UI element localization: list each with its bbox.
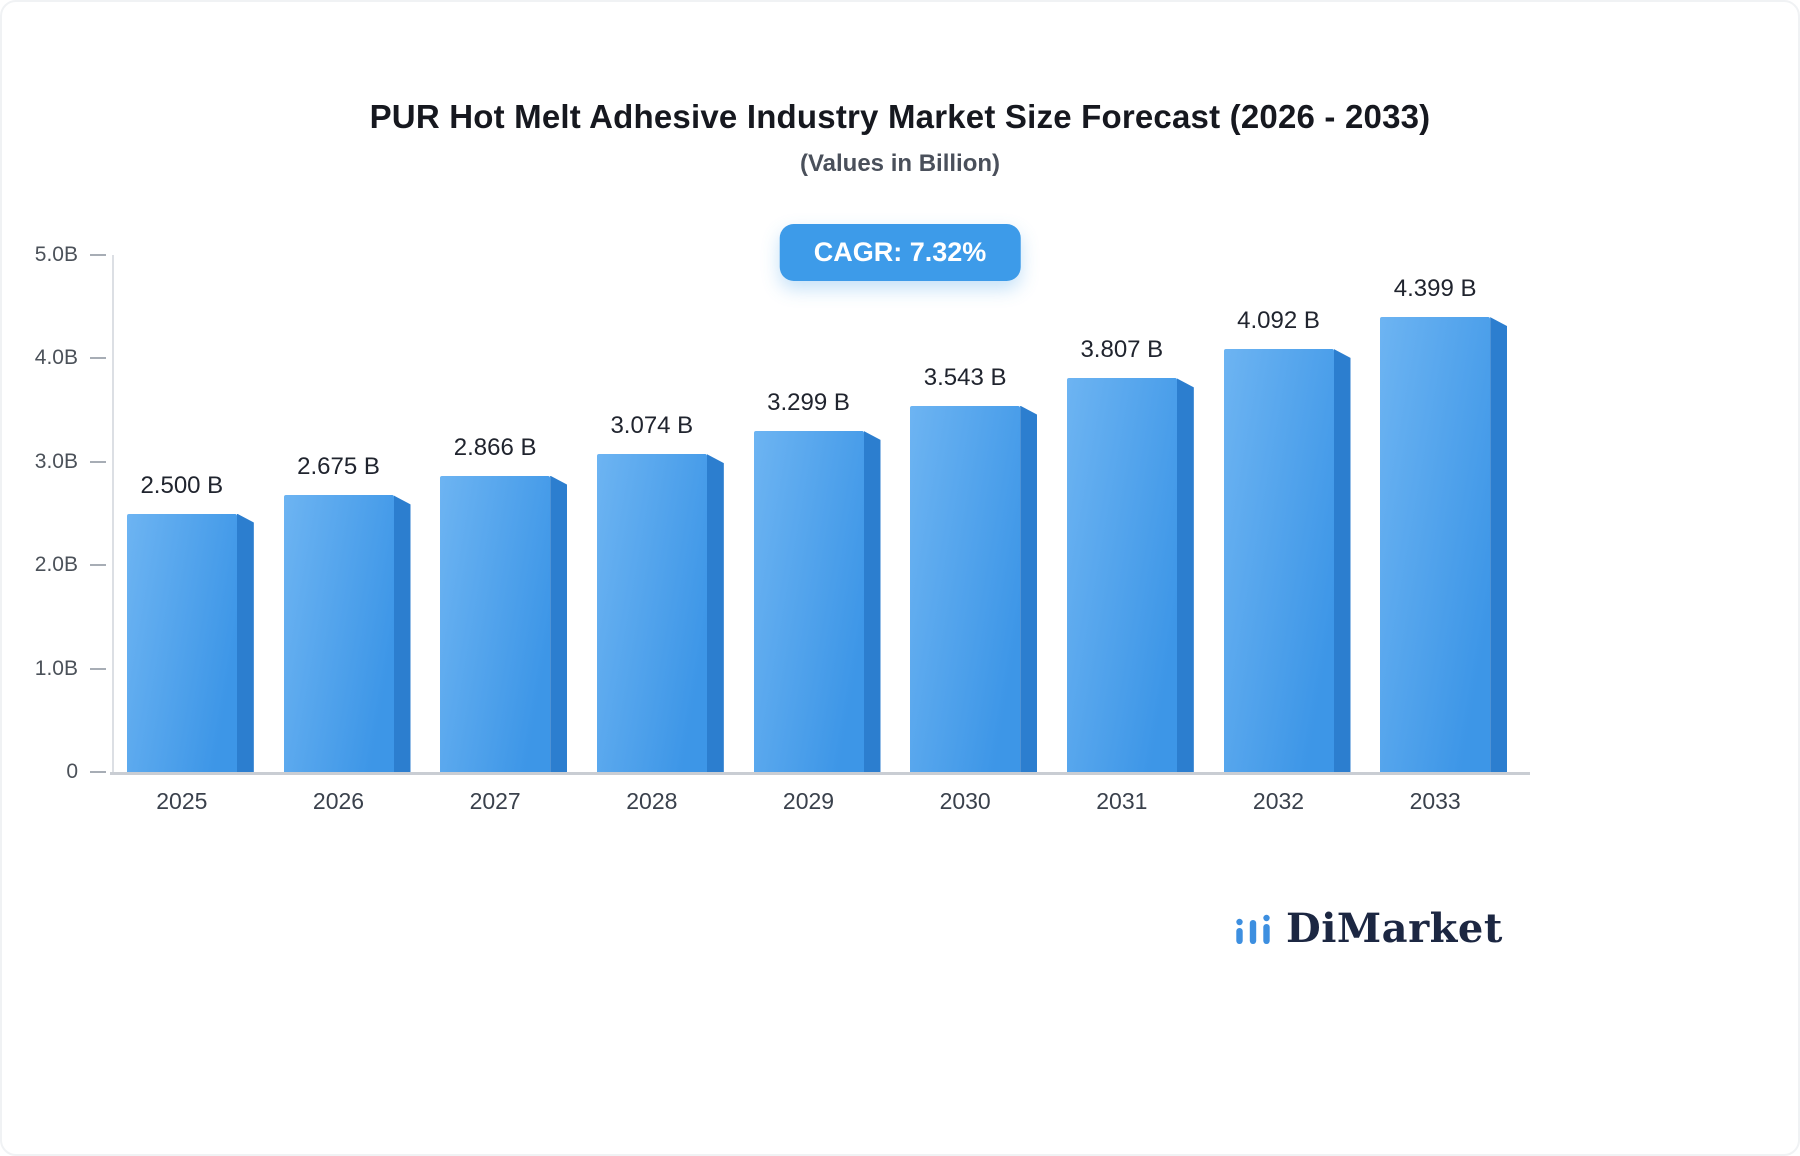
y-axis-tick-label: 2.0B: [34, 553, 78, 577]
bar-group-2025: 2.500 B 2025: [126, 255, 254, 814]
bar-value-label: 3.074 B: [610, 412, 694, 440]
bar-group-2028: 3.074 B 2028: [596, 255, 724, 814]
bar-2025: [126, 513, 237, 772]
dimarket-logo-text: DiMarket: [1286, 905, 1503, 952]
bar-2027: [440, 475, 551, 772]
bar-group-2029: 3.299 B 2029: [753, 255, 881, 814]
y-axis-tick: [90, 357, 106, 360]
bar-2031: [1066, 378, 1177, 772]
x-axis-label-2025: 2025: [156, 788, 208, 814]
bar-2026: [283, 495, 394, 772]
bar-side-face: [1020, 405, 1038, 772]
bar-value-label: 2.675 B: [297, 453, 380, 481]
x-axis-label-2028: 2028: [626, 788, 678, 814]
y-axis-tick-label: 1.0B: [34, 656, 78, 680]
x-axis-line: [110, 772, 1530, 775]
y-axis-tick-label: 5.0B: [34, 243, 78, 266]
y-axis-tick: [90, 460, 106, 463]
bar-value-label: 2.866 B: [453, 433, 537, 461]
x-axis-label-2029: 2029: [782, 788, 835, 814]
y-axis-tick-label: 4.0B: [34, 346, 78, 370]
bar-side-face: [550, 475, 568, 772]
bar-2028: [596, 454, 707, 772]
bar-group-2026: 2.675 B 2026: [283, 255, 411, 814]
bar-side-face: [1333, 348, 1351, 772]
bar-2032: [1223, 348, 1334, 772]
bar-value-label: 3.543 B: [923, 363, 1007, 391]
bar-side-face: [863, 430, 881, 772]
bar-group-2033: 4.399 B 2033: [1380, 255, 1508, 814]
dimarket-logo: DiMarket: [1230, 905, 1503, 952]
y-axis-tick-label: 3.0B: [34, 449, 78, 473]
bar-2029: [753, 430, 864, 772]
bar-side-face: [1490, 317, 1508, 772]
bar-value-label: 3.807 B: [1080, 336, 1164, 364]
x-axis-label-2031: 2031: [1096, 788, 1148, 814]
bar-side-face: [706, 454, 724, 772]
bar-value-label: 3.299 B: [767, 388, 850, 416]
y-axis-tick: [90, 667, 106, 670]
x-axis-label-2032: 2032: [1252, 788, 1305, 814]
x-axis-label-2027: 2027: [469, 788, 521, 814]
y-axis-line: [112, 255, 114, 772]
bar-group-2032: 4.092 B 2032: [1223, 255, 1351, 814]
bar-2033: [1380, 317, 1491, 772]
bar-value-label: 4.399 B: [1393, 275, 1477, 303]
y-axis-tick-label: 0: [66, 760, 78, 783]
bar-value-label: 4.092 B: [1237, 306, 1320, 334]
bar-side-face: [393, 495, 411, 772]
x-axis-label-2030: 2030: [939, 788, 991, 814]
bar-group-2030: 3.543 B 2030: [910, 255, 1038, 814]
bar-2030: [910, 405, 1021, 772]
bar-side-face: [236, 513, 254, 772]
bar-group-2031: 3.807 B 2031: [1066, 255, 1194, 814]
bar-group-2027: 2.866 B 2027: [440, 255, 568, 814]
chart-title: PUR Hot Melt Adhesive Industry Market Si…: [369, 98, 1431, 135]
x-axis-label-2026: 2026: [312, 788, 365, 814]
y-axis-tick: [90, 564, 106, 567]
cagr-badge: CAGR: 7.32%: [779, 224, 1021, 281]
chart-subtitle: (Values in Billion): [799, 150, 1001, 177]
dimarket-logo-icon: [1236, 914, 1270, 944]
y-axis-tick: [90, 771, 106, 773]
x-axis-label-2033: 2033: [1409, 788, 1461, 814]
bar-side-face: [1176, 378, 1194, 772]
y-axis-tick: [90, 254, 106, 256]
bar-value-label: 2.500 B: [140, 471, 224, 499]
